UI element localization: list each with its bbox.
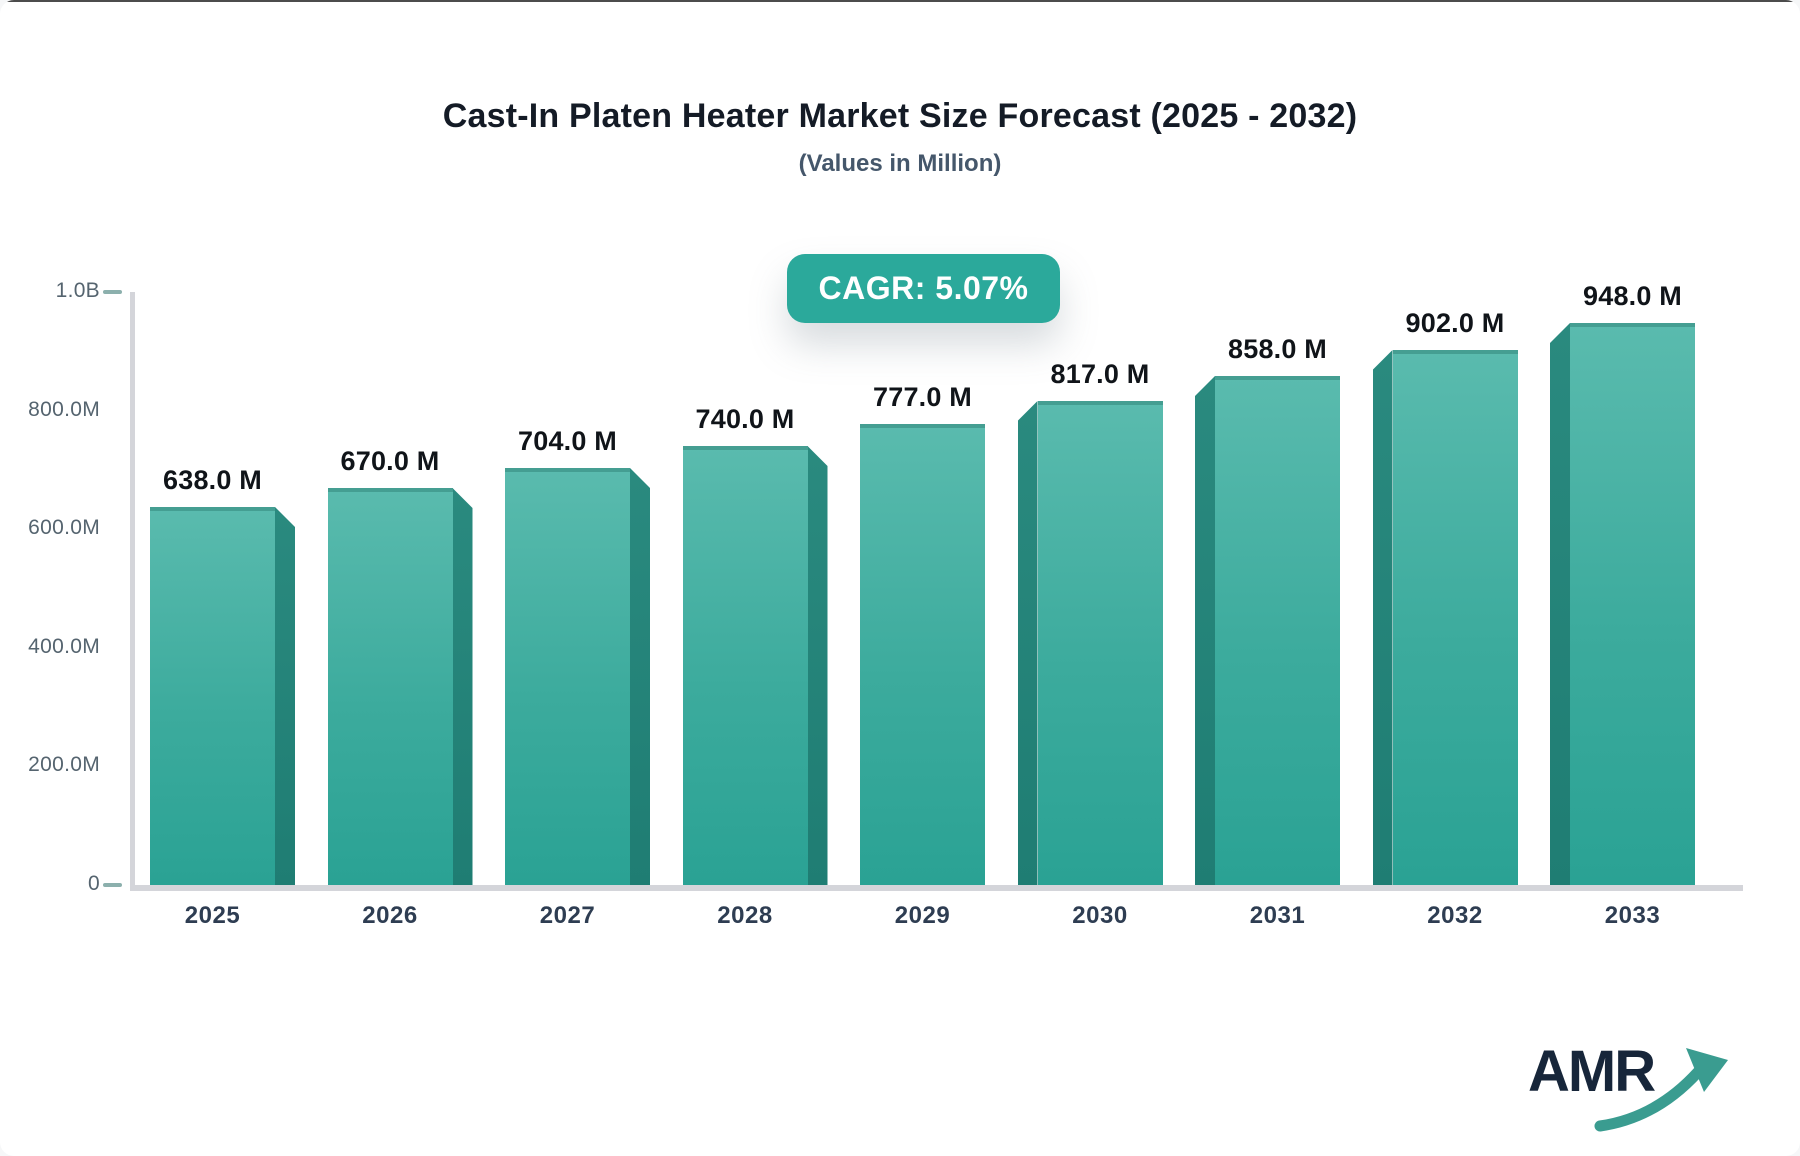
- y-tick-label: 400.0M: [28, 634, 100, 658]
- amr-logo: AMR: [1528, 1030, 1758, 1140]
- bar-value-label: 704.0 M: [518, 426, 617, 456]
- x-tick-label: 2030: [1072, 902, 1128, 929]
- bar-face: [1570, 323, 1695, 885]
- bar-side: [1372, 350, 1393, 885]
- chart-title: Cast-In Platen Heater Market Size Foreca…: [442, 97, 1358, 135]
- bar-face: [1037, 401, 1163, 885]
- x-axis-line: [130, 885, 1743, 891]
- bar-value-label: 817.0 M: [1050, 359, 1150, 389]
- y-tick-dash: [103, 883, 122, 887]
- bar-side: [1550, 323, 1570, 885]
- y-tick-label: 600.0M: [28, 516, 100, 540]
- amr-logo-text: AMR: [1528, 1039, 1656, 1104]
- bar-face: [327, 488, 453, 885]
- y-tick-dash: [103, 290, 122, 294]
- bar-side: [630, 468, 650, 885]
- bar-value-label: 858.0 M: [1228, 334, 1327, 364]
- bar-face: [860, 424, 985, 885]
- bar-side: [1017, 401, 1038, 885]
- y-tick-label: 1.0B: [55, 279, 100, 302]
- bar-side: [275, 507, 295, 885]
- window-top-edge: [0, 0, 1800, 2]
- y-tick-label: 800.0M: [28, 397, 100, 421]
- bar-value-label: 740.0 M: [695, 404, 795, 434]
- x-tick-label: 2033: [1604, 902, 1661, 929]
- bar-value-label: 670.0 M: [340, 446, 440, 476]
- bar-face: [1392, 350, 1518, 885]
- bar-side: [1195, 376, 1215, 885]
- x-tick-label: 2032: [1427, 902, 1483, 929]
- x-tick-label: 2027: [539, 902, 596, 929]
- x-tick-label: 2031: [1249, 902, 1306, 929]
- chart-subtitle: (Values in Million): [798, 150, 1002, 177]
- bar-value-label: 777.0 M: [873, 382, 972, 412]
- y-tick-label: 0: [88, 872, 100, 895]
- bar-side: [807, 446, 828, 885]
- cagr-badge: CAGR: 5.07%: [787, 254, 1060, 323]
- y-tick-label: 200.0M: [28, 753, 100, 777]
- bar-face: [505, 468, 630, 885]
- bar-face: [682, 446, 808, 885]
- x-tick-label: 2028: [717, 902, 773, 929]
- bar-value-label: 948.0 M: [1583, 281, 1682, 311]
- bar-side: [452, 488, 473, 885]
- x-tick-label: 2026: [362, 902, 418, 929]
- bar-value-label: 902.0 M: [1405, 308, 1505, 338]
- y-axis-line: [130, 292, 135, 888]
- growth-arrow-icon: [1594, 1048, 1728, 1132]
- bar-face: [1215, 376, 1340, 885]
- x-tick-label: 2025: [184, 902, 241, 929]
- bar-face: [150, 507, 275, 885]
- cagr-badge-label: CAGR: 5.07%: [818, 270, 1029, 306]
- bar-value-label: 638.0 M: [163, 465, 262, 495]
- x-tick-label: 2029: [894, 902, 951, 929]
